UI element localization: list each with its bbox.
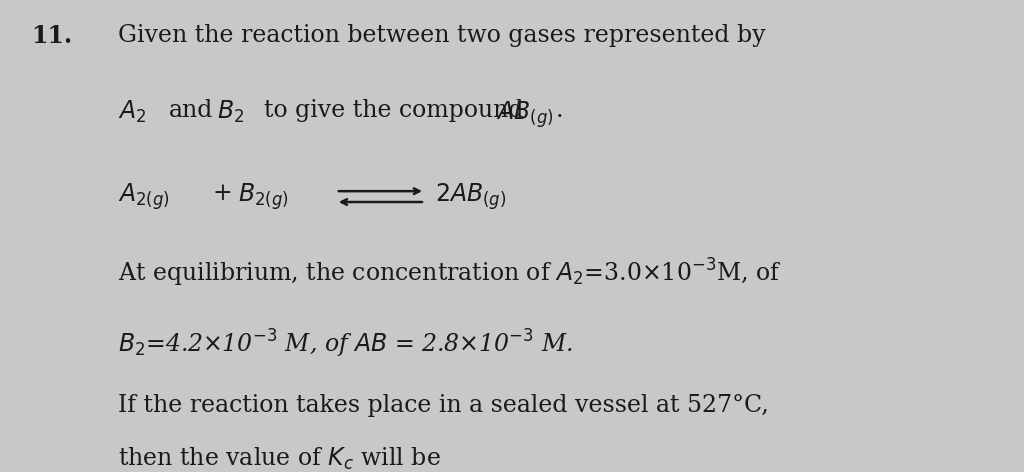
Text: $B_2$=4.2$\times$10$^{-3}$ M, of $AB$ = 2.8$\times$10$^{-3}$ M.: $B_2$=4.2$\times$10$^{-3}$ M, of $AB$ = … (118, 328, 572, 360)
Text: then the value of $K_c$ will be: then the value of $K_c$ will be (118, 446, 440, 472)
Text: If the reaction takes place in a sealed vessel at 527°C,: If the reaction takes place in a sealed … (118, 394, 769, 417)
Text: $B_2$: $B_2$ (217, 99, 244, 126)
Text: At equilibrium, the concentration of $A_2$=3.0$\times$10$^{-3}$M, of: At equilibrium, the concentration of $A_… (118, 257, 781, 289)
Text: and: and (169, 99, 213, 122)
Text: $AB_{(g)}$: $AB_{(g)}$ (496, 99, 553, 130)
Text: $B_{2(g)}$: $B_{2(g)}$ (238, 182, 289, 212)
Text: to give the compound: to give the compound (264, 99, 523, 122)
Text: $2AB_{(g)}$: $2AB_{(g)}$ (435, 182, 507, 212)
Text: .: . (556, 99, 563, 122)
Text: Given the reaction between two gases represented by: Given the reaction between two gases rep… (118, 24, 765, 47)
Text: +: + (213, 182, 232, 205)
Text: $A_2$: $A_2$ (118, 99, 146, 126)
Text: $A_{2(g)}$: $A_{2(g)}$ (118, 182, 170, 212)
Text: 11.: 11. (31, 24, 72, 48)
